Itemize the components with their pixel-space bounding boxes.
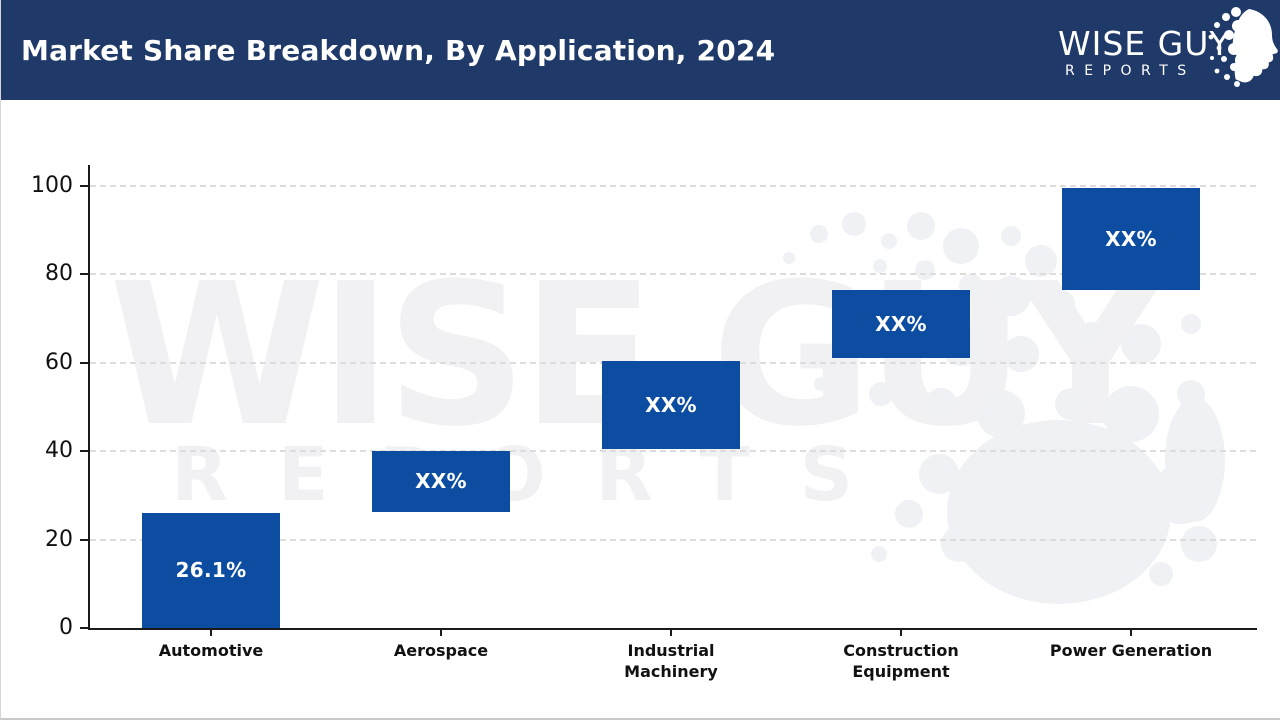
bar-automotive: 26.1% (142, 512, 280, 628)
y-axis-tick-100 (80, 185, 88, 187)
x-category-label-power-generation: Power Generation (1049, 641, 1213, 660)
bar-power-generation: XX% (1062, 187, 1200, 291)
x-axis-tick-industrial-machinery (670, 630, 672, 636)
gridline-80 (90, 273, 1256, 276)
x-category-label-aerospace: Aerospace (393, 641, 489, 660)
bar-value-label-aerospace: XX% (415, 469, 467, 494)
gridline-20 (90, 538, 1256, 541)
y-axis-line (88, 165, 90, 630)
bar-value-label-power-generation: XX% (1105, 227, 1157, 252)
gridline-100 (90, 185, 1256, 187)
x-category-label-automotive: Automotive (158, 641, 264, 660)
wiseguy-head-icon (1208, 7, 1278, 87)
header-bar: Market Share Breakdown, By Application, … (1, 0, 1280, 100)
page-title: Market Share Breakdown, By Application, … (21, 33, 776, 67)
x-axis-tick-aerospace (440, 630, 442, 636)
y-axis-tick-80 (80, 273, 88, 276)
bar-value-label-industrial-machinery: XX% (645, 393, 697, 418)
y-tick-label-0: 0 (59, 615, 73, 640)
x-category-label-construction-equipment: Construction Equipment (843, 641, 959, 681)
bar-construction-equipment: XX% (832, 290, 970, 359)
wise-guy-logo: WISE GUY REPORTS (1023, 0, 1278, 100)
gridline-40 (90, 450, 1256, 453)
x-category-label-industrial-machinery: Industrial Machinery (624, 641, 718, 681)
logo-text-wise-guy: WISE GUY (1058, 24, 1231, 63)
y-tick-label-20: 20 (45, 526, 73, 552)
y-axis-tick-0 (80, 627, 88, 629)
y-tick-label-80: 80 (45, 261, 73, 287)
y-axis-tick-40 (80, 450, 88, 453)
bar-aerospace: XX% (372, 450, 510, 512)
x-axis-tick-automotive (210, 630, 212, 636)
y-tick-label-100: 100 (31, 173, 73, 198)
y-axis-tick-20 (80, 538, 88, 541)
watermark-head-icon (783, 212, 1225, 604)
bar-value-label-automotive: 26.1% (175, 558, 247, 583)
y-axis-tick-60 (80, 361, 88, 364)
y-tick-label-40: 40 (45, 438, 73, 464)
x-axis-tick-power-generation (1130, 630, 1132, 636)
logo-text-reports: REPORTS (1065, 63, 1196, 79)
x-axis-tick-construction-equipment (900, 630, 902, 636)
bar-industrial-machinery: XX% (602, 361, 740, 449)
x-axis-line (88, 628, 1257, 630)
y-tick-label-60: 60 (45, 349, 73, 375)
bar-value-label-construction-equipment: XX% (875, 312, 927, 337)
